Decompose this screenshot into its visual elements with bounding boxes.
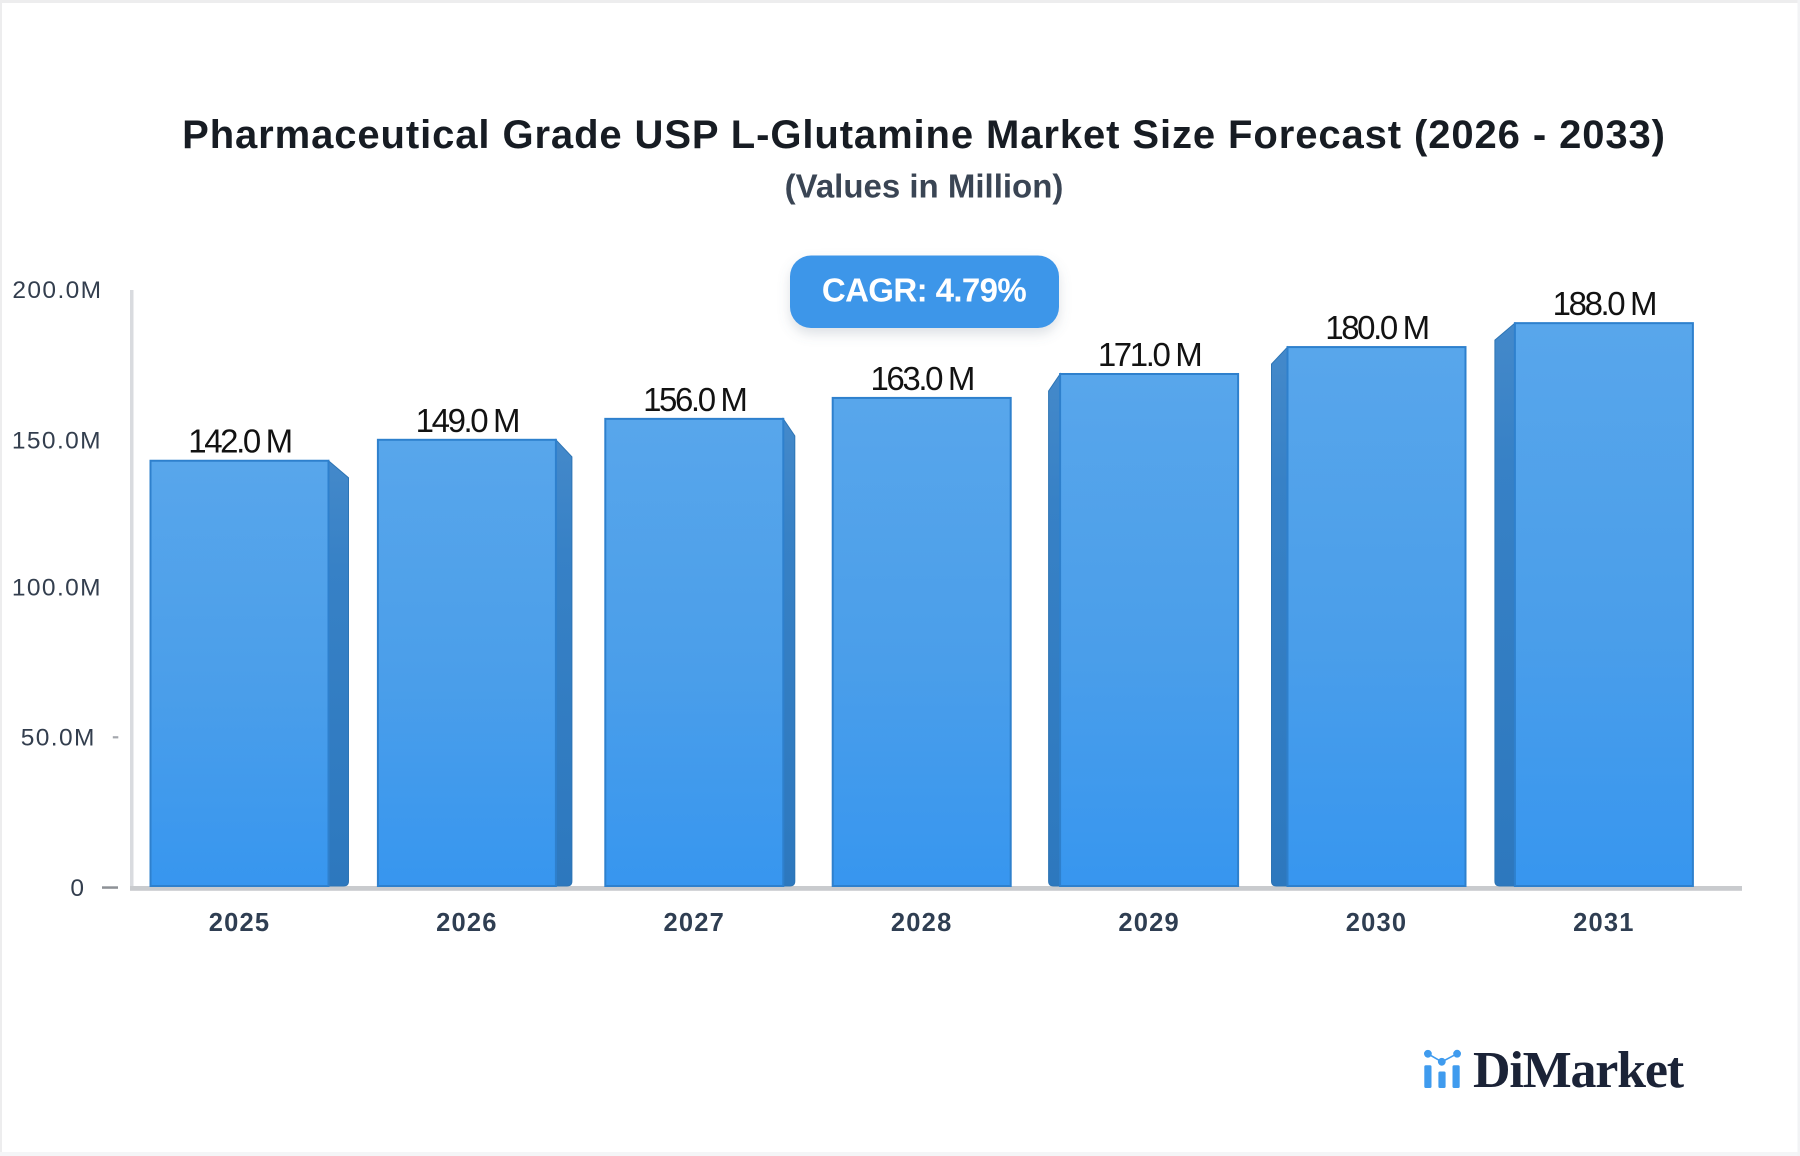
svg-text:2031: 2031: [1573, 909, 1635, 937]
svg-text:(Values in Million): (Values in Million): [785, 168, 1064, 205]
svg-text:171.0 M: 171.0 M: [1098, 336, 1200, 373]
svg-text:2029: 2029: [1118, 909, 1180, 937]
svg-text:CAGR: 4.79%: CAGR: 4.79%: [822, 272, 1027, 309]
svg-text:2030: 2030: [1346, 909, 1408, 937]
svg-text:100.0M: 100.0M: [12, 575, 102, 602]
svg-text:2025: 2025: [209, 909, 271, 937]
svg-text:2028: 2028: [891, 909, 953, 937]
svg-text:150.0M: 150.0M: [12, 428, 102, 455]
svg-text:50.0M: 50.0M: [21, 725, 96, 752]
svg-text:188.0 M: 188.0 M: [1553, 285, 1655, 322]
svg-text:2026: 2026: [436, 909, 498, 937]
svg-text:180.0 M: 180.0 M: [1325, 309, 1427, 346]
svg-text:163.0 M: 163.0 M: [870, 360, 972, 397]
svg-text:DiMarket: DiMarket: [1473, 1042, 1685, 1099]
svg-text:200.0M: 200.0M: [12, 277, 102, 304]
svg-text:2027: 2027: [664, 909, 726, 937]
svg-text:142.0 M: 142.0 M: [188, 423, 290, 460]
svg-text:Pharmaceutical Grade USP L-Glu: Pharmaceutical Grade USP L-Glutamine Mar…: [182, 113, 1666, 157]
svg-text:156.0 M: 156.0 M: [643, 381, 745, 418]
svg-text:0: 0: [70, 875, 85, 902]
svg-text:149.0 M: 149.0 M: [416, 402, 518, 439]
